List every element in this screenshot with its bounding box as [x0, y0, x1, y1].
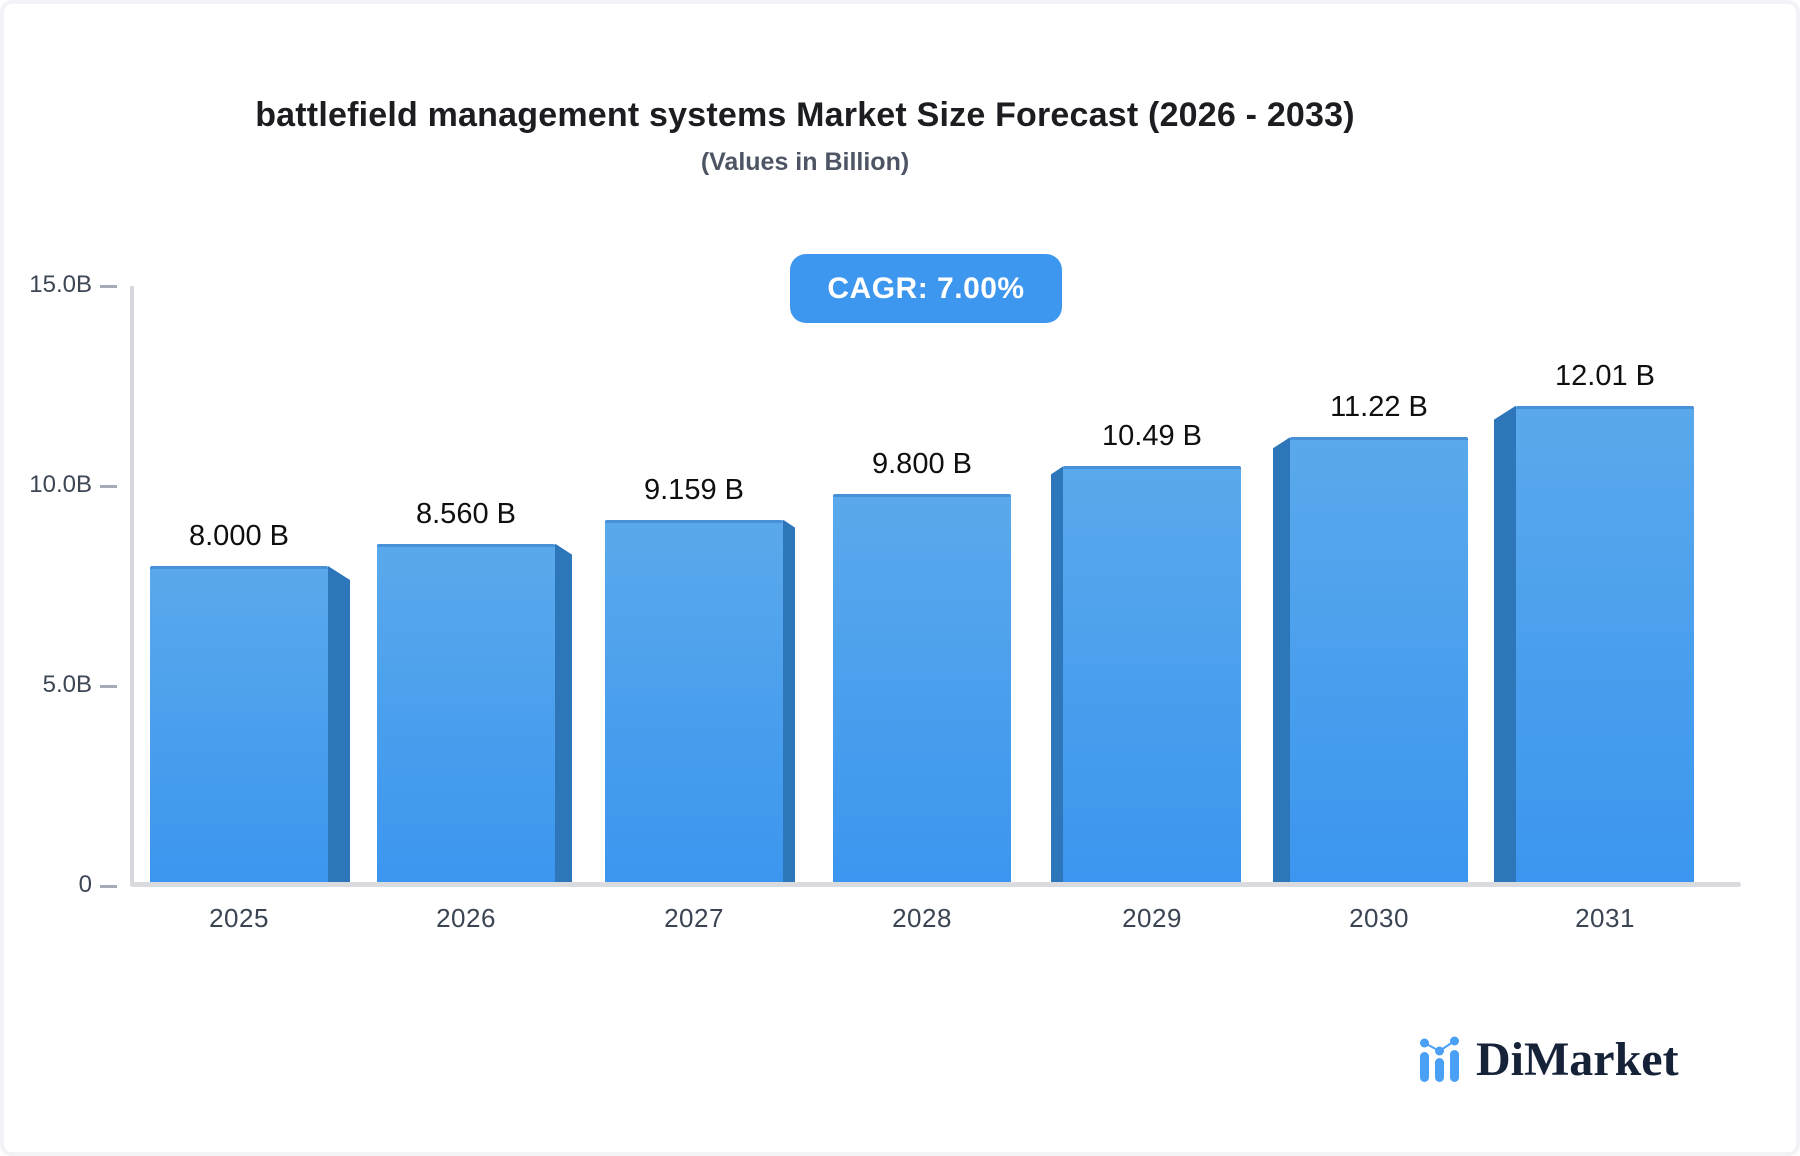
bar-side-face [783, 519, 795, 886]
bar-top-edge [150, 566, 328, 569]
bar-2030[interactable] [1290, 437, 1468, 886]
y-axis-line [130, 286, 134, 886]
bar-2031[interactable] [1516, 405, 1694, 886]
bar-side-face [555, 543, 572, 886]
x-axis-label-2026: 2026 [436, 903, 496, 933]
bar-value-label: 8.000 B [189, 520, 289, 552]
bar-value-label: 12.01 B [1555, 359, 1655, 392]
x-axis-line [130, 882, 1741, 887]
brand-name: DiMarket [1476, 1033, 1679, 1086]
bar-top-edge [833, 494, 1011, 497]
x-axis-label-2029: 2029 [1122, 903, 1182, 933]
bar-top-edge [1516, 405, 1694, 409]
bar-value-label: 9.800 B [872, 448, 972, 480]
y-tick [100, 884, 117, 888]
bar-top-edge [377, 543, 555, 547]
x-axis-label-2027: 2027 [664, 903, 724, 933]
x-axis-label-2028: 2028 [892, 903, 952, 933]
cagr-badge: CAGR: 7.00% [790, 254, 1062, 323]
y-tick [100, 484, 117, 488]
y-tick [100, 284, 117, 288]
chart-subtitle: (Values in Billion) [700, 148, 910, 176]
y-tick-label: 5.0B [42, 671, 92, 698]
x-axis-label-2025: 2025 [209, 903, 269, 933]
bar-side-face [1494, 405, 1516, 886]
bar-2028[interactable] [833, 494, 1011, 886]
y-tick-label: 15.0B [29, 271, 92, 298]
x-axis-label-2030: 2030 [1349, 903, 1409, 933]
bar-side-face [1273, 437, 1290, 886]
bar-value-label: 9.159 B [644, 473, 744, 506]
bar-value-label: 11.22 B [1330, 391, 1428, 424]
bar-top-edge [1290, 437, 1468, 441]
bar-2025[interactable] [150, 566, 328, 886]
y-tick [100, 684, 117, 688]
y-tick-label: 10.0B [29, 471, 92, 498]
brand-watermark: DiMarket [1418, 1036, 1679, 1084]
bar-chart-logo-icon [1420, 1036, 1459, 1082]
y-tick-label: 0 [78, 871, 92, 898]
bar-2027[interactable] [605, 519, 783, 886]
bar-top-edge [605, 519, 783, 523]
bar-2029[interactable] [1063, 466, 1241, 886]
bar-side-face [328, 566, 350, 886]
bar-value-label: 10.49 B [1102, 420, 1202, 453]
bar-value-label: 8.560 B [416, 497, 516, 530]
bar-side-face [1051, 466, 1063, 886]
cagr-badge-label: CAGR: 7.00% [827, 271, 1025, 305]
x-axis-label-2031: 2031 [1575, 903, 1635, 933]
chart-title: battlefield management systems Market Si… [255, 96, 1355, 134]
bar-2026[interactable] [377, 543, 555, 886]
bar-top-edge [1063, 466, 1241, 470]
